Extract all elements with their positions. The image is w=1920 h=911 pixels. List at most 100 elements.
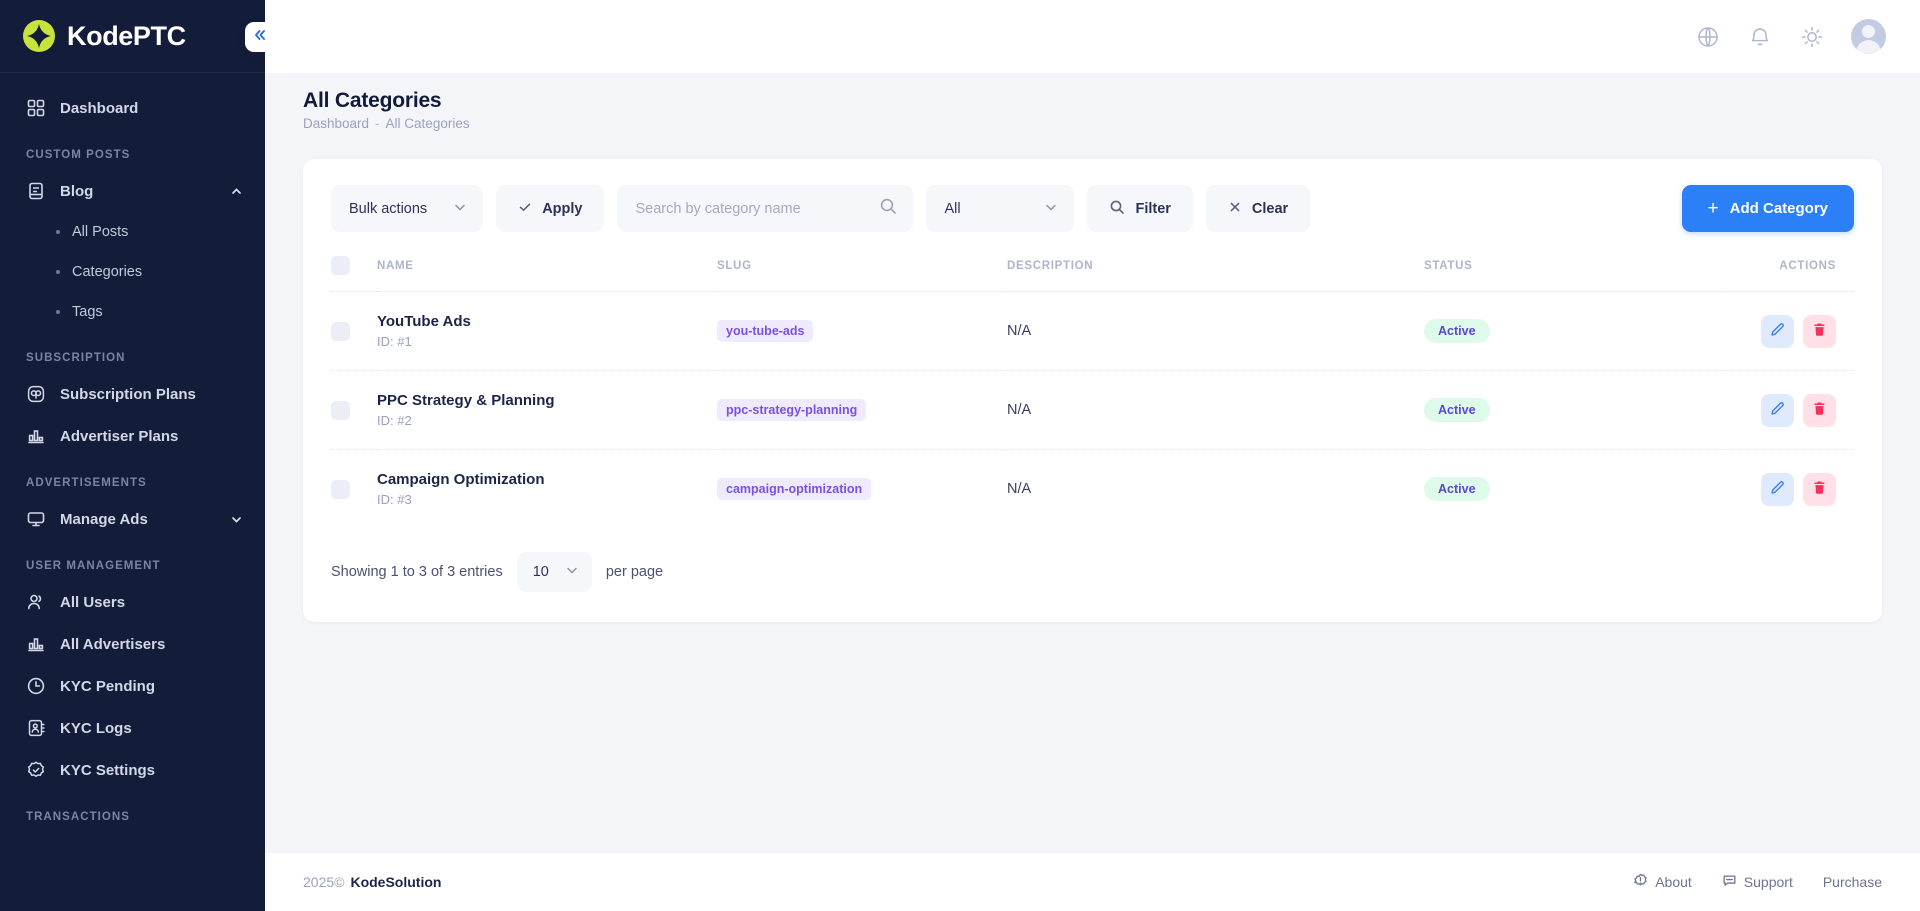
apply-button[interactable]: Apply	[496, 185, 605, 232]
table-row[interactable]: YouTube Ads ID: #1 you-tube-ads N/A Acti…	[331, 291, 1854, 371]
categories-card: Bulk actions Apply	[303, 159, 1882, 622]
status-badge: Active	[1424, 477, 1490, 501]
status-badge: Active	[1424, 319, 1490, 343]
chevron-down-icon[interactable]	[230, 513, 243, 526]
bullet-icon	[56, 230, 60, 234]
avatar[interactable]	[1851, 19, 1886, 54]
slug-badge: you-tube-ads	[717, 320, 814, 342]
bullet-icon	[56, 310, 60, 314]
table-row[interactable]: Campaign Optimization ID: #3 campaign-op…	[331, 450, 1854, 529]
column-header-actions: ACTIONS	[1724, 256, 1854, 292]
edit-button[interactable]	[1761, 472, 1794, 506]
sidebar-item-advertiser-plans[interactable]: Advertiser Plans	[0, 415, 265, 457]
sun-icon[interactable]	[1799, 24, 1825, 50]
row-slug-cell: ppc-strategy-planning	[717, 370, 1007, 450]
column-header-status[interactable]: STATUS	[1424, 256, 1724, 292]
diamond-star-logo-icon	[22, 19, 56, 53]
sidebar-item-categories[interactable]: Categories	[0, 252, 265, 292]
sidebar-item-dashboard[interactable]: Dashboard	[0, 87, 265, 129]
footer-link-about[interactable]: About	[1633, 873, 1692, 891]
per-page-value: 10	[532, 564, 549, 580]
sidebar-item-kyc-logs[interactable]: KYC Logs	[0, 707, 265, 749]
row-status-cell: Active	[1424, 450, 1724, 529]
sidebar-item-all-advertisers[interactable]: All Advertisers	[0, 623, 265, 665]
chevron-up-icon[interactable]	[230, 185, 243, 198]
footer-link-label: Purchase	[1822, 874, 1882, 890]
contact-book-icon	[26, 718, 46, 738]
row-checkbox[interactable]	[331, 321, 350, 341]
sidebar-item-label: All Users	[60, 593, 126, 611]
topbar	[265, 0, 1920, 73]
add-category-button[interactable]: + Add Category	[1681, 185, 1854, 232]
category-id: ID: #2	[377, 413, 412, 428]
table-row[interactable]: PPC Strategy & Planning ID: #2 ppc-strat…	[331, 370, 1854, 450]
breadcrumb: Dashboard - All Categories	[303, 116, 1920, 131]
edit-button[interactable]	[1761, 314, 1794, 348]
bell-icon[interactable]	[1747, 24, 1773, 50]
delete-button[interactable]	[1803, 472, 1836, 506]
row-status-cell: Active	[1424, 291, 1724, 371]
footer-link-label: About	[1655, 874, 1692, 890]
bulk-actions-select[interactable]: Bulk actions	[331, 185, 484, 232]
status-badge: Active	[1424, 398, 1490, 422]
column-header-description[interactable]: DESCRIPTION	[1007, 256, 1424, 292]
delete-button[interactable]	[1803, 393, 1836, 427]
sidebar-item-kyc-settings[interactable]: KYC Settings	[0, 749, 265, 791]
row-actions-cell	[1724, 450, 1854, 529]
clock-icon	[26, 676, 46, 696]
sidebar-item-label: Subscription Plans	[60, 385, 196, 403]
per-page-select[interactable]: 10	[516, 552, 592, 592]
edit-button[interactable]	[1761, 393, 1794, 427]
message-icon	[1722, 873, 1737, 891]
delete-button[interactable]	[1803, 314, 1836, 348]
sidebar-item-all-users[interactable]: All Users	[0, 581, 265, 623]
pencil-icon	[1770, 401, 1785, 419]
brand-logo[interactable]: KodePTC	[0, 0, 265, 73]
sidebar-item-subscription-plans[interactable]: Subscription Plans	[0, 373, 265, 415]
footer-link-support[interactable]: Support	[1722, 873, 1793, 891]
select-all-checkbox[interactable]	[331, 256, 350, 275]
sidebar-item-label: All Advertisers	[60, 635, 166, 653]
avatar-body	[1856, 40, 1881, 54]
clear-button[interactable]: Clear	[1205, 185, 1311, 232]
sidebar-collapse-button[interactable]	[245, 22, 265, 52]
per-page-label: per page	[605, 564, 664, 580]
sidebar-item-all-posts[interactable]: All Posts	[0, 212, 265, 252]
row-name-cell: Campaign Optimization ID: #3	[377, 450, 717, 529]
chevron-down-icon	[565, 563, 579, 581]
row-checkbox[interactable]	[331, 400, 350, 420]
globe-icon[interactable]	[1695, 24, 1721, 50]
pagination-bar: Showing 1 to 3 of 3 entries 10 per page	[331, 552, 1854, 592]
filter-button[interactable]: Filter	[1087, 185, 1193, 232]
sidebar-item-label: Blog	[60, 182, 94, 200]
sidebar-item-tags[interactable]: Tags	[0, 292, 265, 332]
bulk-actions-label: Bulk actions	[349, 200, 428, 217]
search-icon[interactable]	[879, 197, 897, 220]
content-scroll: All Categories Dashboard - All Categorie…	[265, 73, 1920, 853]
sidebar-item-kyc-pending[interactable]: KYC Pending	[0, 665, 265, 707]
avatar-head	[1862, 25, 1875, 38]
search-field[interactable]	[617, 185, 914, 232]
category-name: YouTube Ads	[377, 313, 471, 330]
footer-link-purchase[interactable]: Purchase	[1823, 874, 1882, 890]
sidebar-item-blog[interactable]: Blog	[0, 170, 265, 212]
row-checkbox[interactable]	[331, 479, 350, 499]
bar-chart-icon	[26, 634, 46, 654]
sidebar-item-label: Categories	[72, 264, 143, 280]
status-filter-select[interactable]: All	[926, 185, 1075, 232]
category-name: PPC Strategy & Planning	[377, 392, 555, 409]
breadcrumb-parent[interactable]: Dashboard	[303, 116, 370, 131]
entries-summary: Showing 1 to 3 of 3 entries	[331, 564, 503, 580]
row-name-cell: PPC Strategy & Planning ID: #2	[377, 370, 717, 450]
row-name-cell: YouTube Ads ID: #1	[377, 291, 717, 371]
sidebar-item-manage-ads[interactable]: Manage Ads	[0, 498, 265, 540]
select-all-header	[331, 256, 377, 292]
search-input[interactable]	[635, 200, 866, 217]
monitor-icon	[26, 509, 46, 529]
category-id: ID: #1	[377, 334, 412, 349]
column-header-slug[interactable]: SLUG	[717, 256, 1007, 292]
sidebar-item-label: KYC Pending	[60, 677, 156, 695]
column-header-name[interactable]: NAME	[377, 256, 717, 292]
page-title: All Categories	[303, 89, 442, 112]
